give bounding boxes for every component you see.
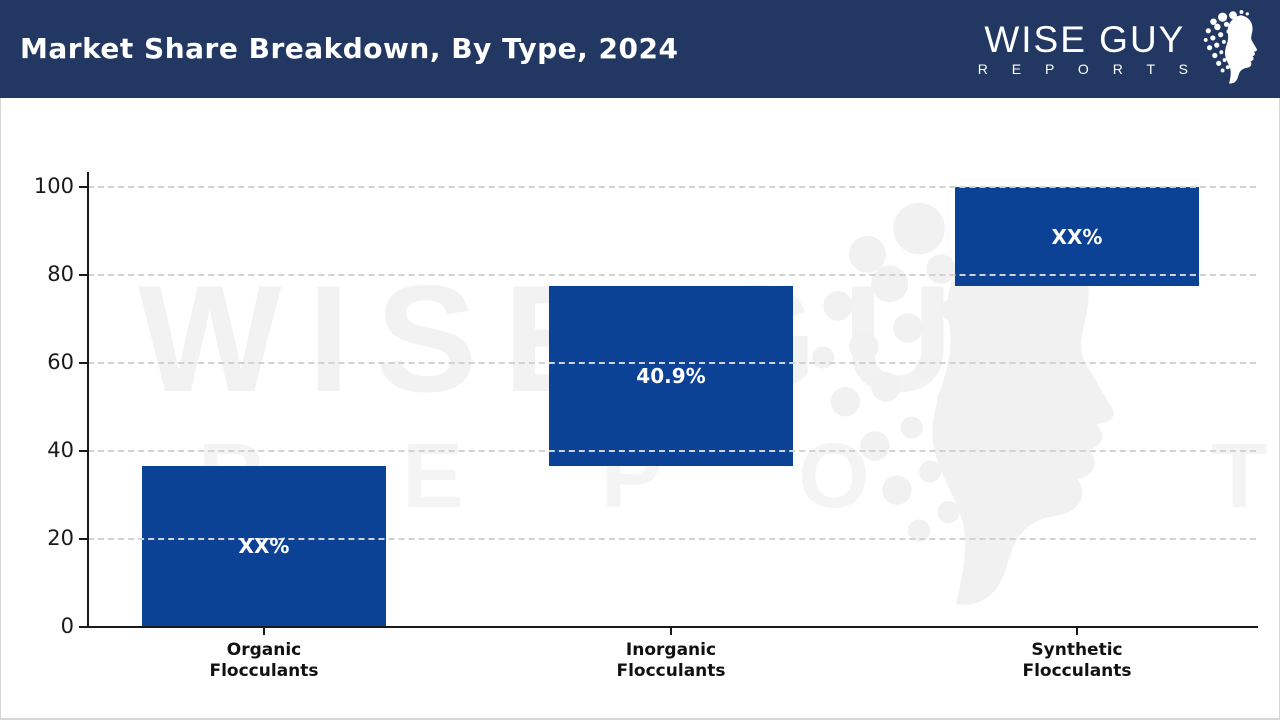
y-axis-tick-20: [79, 538, 87, 540]
bar-value-label: XX%: [238, 534, 290, 559]
y-axis-tick-80: [79, 274, 87, 276]
x-axis-line: [86, 626, 1258, 628]
y-axis-tick-60: [79, 362, 87, 364]
category-label-line: Organic: [226, 640, 302, 660]
x-axis-tick: [263, 628, 265, 635]
category-label-line: Inorganic: [625, 640, 717, 660]
page-title: Market Share Breakdown, By Type, 2024: [20, 32, 679, 65]
gridline-100: [88, 186, 1256, 188]
wise-guy-reports-logo: WISE GUY R E P O R T S: [972, 8, 1266, 90]
x-axis-tick: [1076, 628, 1078, 635]
gridline-40: [88, 450, 1256, 452]
y-axis-tick-40: [79, 450, 87, 452]
gridline-80: [88, 274, 1256, 276]
bar-synthetic: [955, 187, 1199, 286]
page-border-left: [0, 98, 1, 720]
y-axis-label-60: 60: [47, 350, 74, 374]
x-axis-tick: [670, 628, 672, 635]
y-axis-label-80: 80: [47, 262, 74, 286]
category-label-organic: Organic Flocculants: [144, 640, 384, 682]
bar-organic: [142, 465, 386, 627]
category-label-line: Flocculants: [1022, 661, 1132, 681]
category-label-inorganic: Inorganic Flocculants: [551, 640, 791, 682]
bar-value-label: 40.9%: [636, 363, 706, 388]
y-axis-label-40: 40: [47, 438, 74, 462]
y-axis-tick-100: [79, 186, 87, 188]
y-axis-label-0: 0: [60, 614, 74, 638]
logo-text: WISE GUY R E P O R T S: [972, 20, 1198, 78]
category-label-line: Flocculants: [209, 661, 319, 681]
category-label-line: Flocculants: [616, 661, 726, 681]
y-axis-line: [87, 172, 89, 628]
gridline-20: [88, 538, 1256, 540]
bar-value-label: XX%: [1051, 224, 1103, 249]
header-bar: Market Share Breakdown, By Type, 2024 WI…: [0, 0, 1280, 98]
category-label-line: Synthetic: [1031, 640, 1123, 660]
logo-subtitle: R E P O R T S: [977, 61, 1198, 77]
y-axis-label-100: 100: [33, 174, 74, 198]
page-border-bottom: [0, 718, 1280, 720]
logo-face-icon: [1203, 10, 1257, 84]
bar-inorganic: [549, 286, 793, 466]
logo-wordmark: WISE GUY: [984, 19, 1186, 60]
y-axis-tick-0: [79, 626, 87, 628]
gridline-60: [88, 362, 1256, 364]
y-axis-label-20: 20: [47, 526, 74, 550]
category-label-synthetic: Synthetic Flocculants: [957, 640, 1197, 682]
